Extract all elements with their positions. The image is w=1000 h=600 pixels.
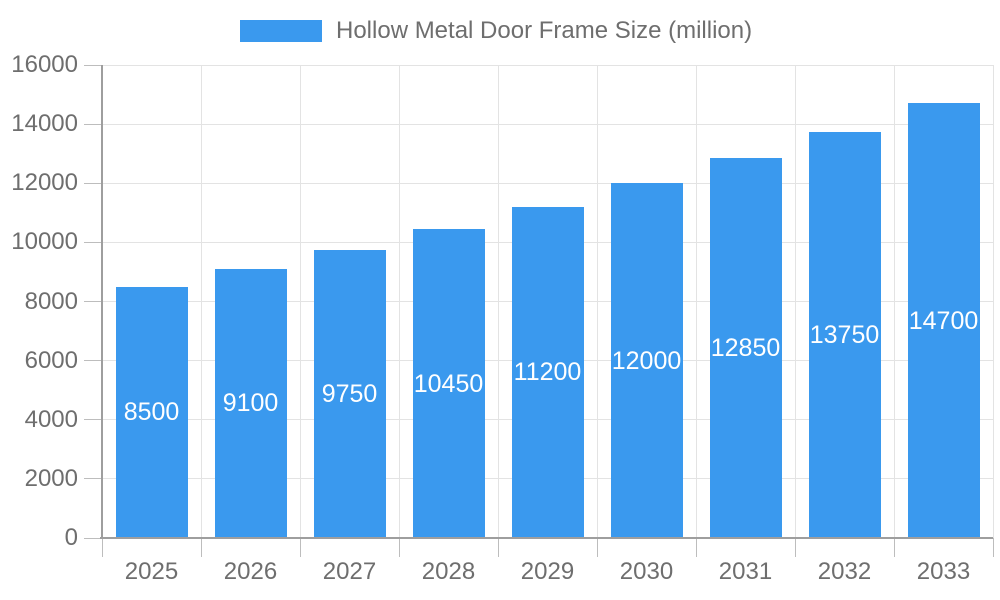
bar-2025[interactable] bbox=[115, 286, 188, 538]
y-axis-label: 0 bbox=[64, 524, 78, 551]
y-axis-tick bbox=[84, 360, 102, 362]
y-axis-label: 12000 bbox=[11, 169, 78, 197]
x-axis-label: 2030 bbox=[619, 558, 674, 585]
bar-value-label: 13750 bbox=[809, 320, 880, 349]
y-axis-label: 4000 bbox=[24, 405, 78, 433]
x-axis-tick bbox=[200, 538, 202, 557]
bar-value-label: 8500 bbox=[123, 398, 180, 427]
legend-label: Hollow Metal Door Frame Size (million) bbox=[336, 17, 753, 44]
y-axis-tick bbox=[84, 182, 102, 184]
x-gridline bbox=[596, 65, 598, 538]
bar-value-label: 12000 bbox=[611, 346, 682, 375]
y-axis-tick bbox=[84, 123, 102, 125]
x-gridline bbox=[992, 65, 994, 538]
bar-value-label: 9750 bbox=[321, 379, 378, 408]
bar-value-label: 10450 bbox=[413, 369, 484, 398]
y-axis-tick bbox=[84, 419, 102, 421]
x-gridline bbox=[398, 65, 400, 538]
x-gridline bbox=[299, 65, 301, 538]
y-gridline bbox=[102, 123, 993, 125]
x-gridline bbox=[200, 65, 202, 538]
legend[interactable]: Hollow Metal Door Frame Size (million) bbox=[240, 17, 752, 45]
y-axis-label: 8000 bbox=[24, 287, 78, 315]
x-axis-label: 2028 bbox=[421, 558, 476, 585]
x-axis-line bbox=[100, 537, 993, 539]
x-axis-label: 2031 bbox=[718, 558, 773, 585]
bar-2028[interactable] bbox=[412, 229, 485, 538]
y-gridline bbox=[102, 64, 993, 66]
bar-2029[interactable] bbox=[511, 206, 584, 538]
y-axis-tick bbox=[84, 537, 102, 539]
bar-value-label: 14700 bbox=[908, 306, 979, 335]
x-axis-tick bbox=[398, 538, 400, 557]
x-axis-tick bbox=[299, 538, 301, 557]
x-gridline bbox=[497, 65, 499, 538]
y-axis-tick bbox=[84, 241, 102, 243]
x-axis-tick bbox=[695, 538, 697, 557]
y-gridline bbox=[102, 182, 993, 184]
x-axis-tick bbox=[497, 538, 499, 557]
y-axis-label: 6000 bbox=[24, 346, 78, 374]
x-axis-label: 2027 bbox=[322, 558, 377, 585]
x-gridline bbox=[893, 65, 895, 538]
y-axis-tick bbox=[84, 478, 102, 480]
bar-value-label: 11200 bbox=[513, 358, 582, 387]
bar-2030[interactable] bbox=[610, 183, 683, 538]
bar-2027[interactable] bbox=[313, 249, 386, 538]
x-axis-label: 2033 bbox=[916, 558, 971, 585]
y-axis-tick bbox=[84, 301, 102, 302]
x-axis-tick bbox=[794, 538, 796, 557]
y-axis-label: 14000 bbox=[11, 110, 78, 138]
x-axis-label: 2032 bbox=[817, 558, 872, 585]
bar-2033[interactable] bbox=[907, 103, 980, 538]
x-axis-tick bbox=[893, 538, 895, 557]
y-axis-label: 2000 bbox=[24, 464, 78, 492]
x-axis-label: 2025 bbox=[124, 558, 179, 585]
y-axis-line bbox=[101, 65, 103, 538]
x-axis-tick bbox=[101, 538, 103, 557]
bar-value-label: 12850 bbox=[710, 334, 781, 363]
x-axis-label: 2029 bbox=[520, 558, 575, 585]
y-axis-label: 10000 bbox=[11, 228, 78, 256]
legend-swatch bbox=[240, 20, 322, 42]
bar-2026[interactable] bbox=[214, 268, 287, 538]
bar-2031[interactable] bbox=[709, 158, 782, 538]
y-axis-label: 16000 bbox=[11, 51, 78, 78]
x-gridline bbox=[695, 65, 697, 538]
x-axis-label: 2026 bbox=[223, 558, 278, 585]
bar-value-label: 9100 bbox=[222, 389, 279, 418]
x-axis-tick bbox=[992, 538, 994, 557]
x-gridline bbox=[794, 65, 796, 538]
y-axis-tick bbox=[84, 64, 102, 66]
x-axis-tick bbox=[596, 538, 598, 557]
bar-2032[interactable] bbox=[808, 131, 881, 538]
